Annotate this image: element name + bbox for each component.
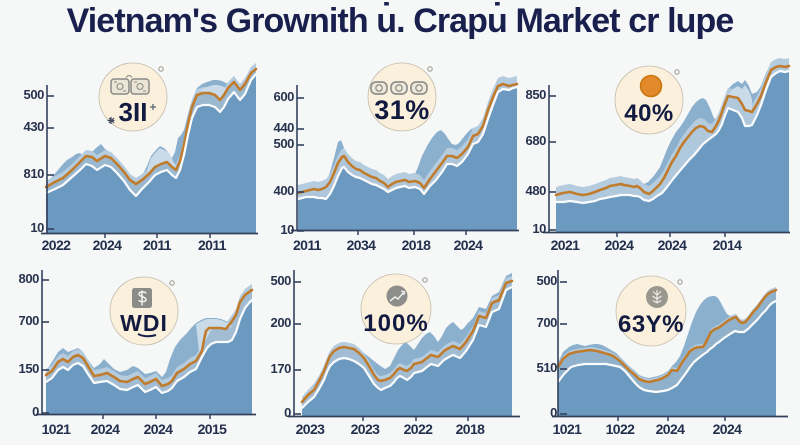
svg-text:700: 700 xyxy=(537,315,558,330)
svg-text:2024: 2024 xyxy=(656,421,686,437)
svg-text:440: 440 xyxy=(274,120,295,135)
svg-text:510: 510 xyxy=(537,360,558,375)
svg-text:2015: 2015 xyxy=(198,421,228,437)
svg-text:2024: 2024 xyxy=(91,421,121,437)
svg-text:810: 810 xyxy=(24,166,45,181)
svg-text:600: 600 xyxy=(274,89,295,104)
svg-text:500: 500 xyxy=(271,273,292,288)
svg-text:2022: 2022 xyxy=(404,421,434,437)
svg-text:500: 500 xyxy=(24,87,45,102)
svg-text:1021: 1021 xyxy=(553,421,583,437)
svg-text:700: 700 xyxy=(19,313,40,328)
svg-text:10: 10 xyxy=(280,222,294,237)
svg-text:1021: 1021 xyxy=(42,421,72,437)
svg-text:1022: 1022 xyxy=(606,421,636,437)
svg-text:2024: 2024 xyxy=(658,237,688,253)
svg-text:2034: 2034 xyxy=(347,237,377,253)
svg-text:800: 800 xyxy=(19,271,40,286)
svg-text:500: 500 xyxy=(274,136,295,151)
svg-text:2011: 2011 xyxy=(198,237,227,253)
svg-text:2024: 2024 xyxy=(454,237,484,253)
svg-text:40%: 40% xyxy=(624,100,674,127)
svg-text:200: 200 xyxy=(271,315,292,330)
svg-text:2023: 2023 xyxy=(351,421,381,437)
svg-text:2024: 2024 xyxy=(713,421,743,437)
svg-text:2018: 2018 xyxy=(402,237,432,253)
svg-text:2018: 2018 xyxy=(456,421,486,437)
svg-text:680: 680 xyxy=(526,133,547,148)
svg-text:480: 480 xyxy=(526,183,547,198)
svg-text:2024: 2024 xyxy=(93,237,123,253)
svg-text:2023: 2023 xyxy=(296,421,326,437)
svg-text:170: 170 xyxy=(271,361,292,376)
svg-text:2014: 2014 xyxy=(713,237,743,253)
svg-text:3II: 3II xyxy=(119,97,148,127)
svg-text:10: 10 xyxy=(30,220,44,235)
svg-text:2021: 2021 xyxy=(551,237,581,253)
svg-text:150: 150 xyxy=(19,361,40,376)
svg-text:10: 10 xyxy=(532,221,546,236)
svg-text:0: 0 xyxy=(32,404,39,419)
svg-text:0: 0 xyxy=(284,405,291,420)
svg-text:430: 430 xyxy=(24,119,45,134)
svg-text:63Y%: 63Y% xyxy=(618,311,684,338)
svg-text:2011: 2011 xyxy=(293,237,322,253)
svg-text:2011: 2011 xyxy=(143,237,172,253)
svg-text:400: 400 xyxy=(274,183,295,198)
svg-text:0: 0 xyxy=(550,405,557,420)
svg-text:500: 500 xyxy=(537,273,558,288)
svg-text:100%: 100% xyxy=(363,310,428,337)
svg-text:WDI: WDI xyxy=(120,310,168,336)
svg-text:2024: 2024 xyxy=(144,421,174,437)
svg-text:2024: 2024 xyxy=(605,237,635,253)
svg-text:850: 850 xyxy=(526,87,547,102)
svg-text:2022: 2022 xyxy=(42,237,72,253)
svg-text:31%: 31% xyxy=(374,95,430,125)
